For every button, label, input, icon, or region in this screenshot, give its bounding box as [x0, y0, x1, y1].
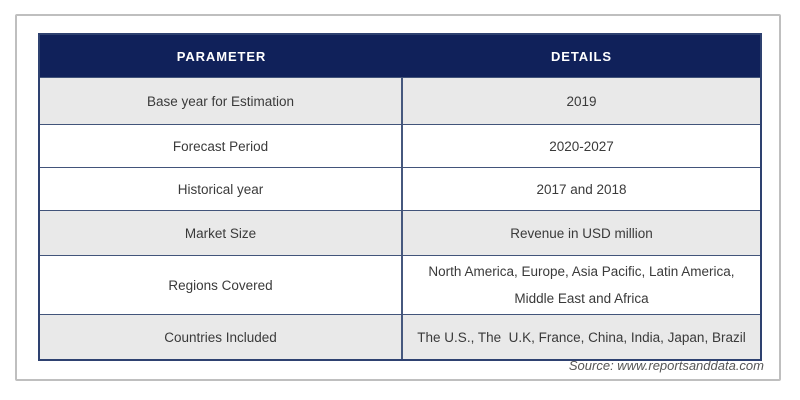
details-cell: 2020-2027: [549, 138, 614, 154]
source-attribution: Source: www.reportsanddata.com: [568, 358, 764, 373]
table-row: Base year for Estimation 2019: [40, 77, 760, 124]
details-cell: Revenue in USD million: [510, 225, 653, 241]
header-details: DETAILS: [551, 48, 612, 64]
table-row: Historical year 2017 and 2018: [40, 167, 760, 210]
table-row: Regions Covered North America, Europe, A…: [40, 255, 760, 314]
table-row: Forecast Period 2020-2027: [40, 124, 760, 167]
table-row: Countries Included The U.S., The U.K, Fr…: [40, 314, 760, 359]
report-scope-table: PARAMETER DETAILS Base year for Estimati…: [38, 33, 762, 361]
details-cell: North America, Europe, Asia Pacific, Lat…: [428, 264, 739, 306]
header-parameter: PARAMETER: [176, 48, 267, 64]
parameter-cell: Countries Included: [40, 315, 403, 359]
parameter-cell: Regions Covered: [40, 256, 403, 314]
parameter-cell: Base year for Estimation: [40, 78, 403, 124]
table-row: Market Size Revenue in USD million: [40, 210, 760, 255]
parameter-cell: Market Size: [40, 211, 403, 255]
table-header-row: PARAMETER DETAILS: [40, 35, 760, 77]
details-cell: 2019: [566, 93, 597, 109]
details-cell: The U.S., The U.K, France, China, India,…: [417, 329, 746, 345]
parameter-cell: Historical year: [40, 168, 403, 210]
details-cell: 2017 and 2018: [536, 181, 627, 197]
parameter-cell: Forecast Period: [40, 125, 403, 167]
